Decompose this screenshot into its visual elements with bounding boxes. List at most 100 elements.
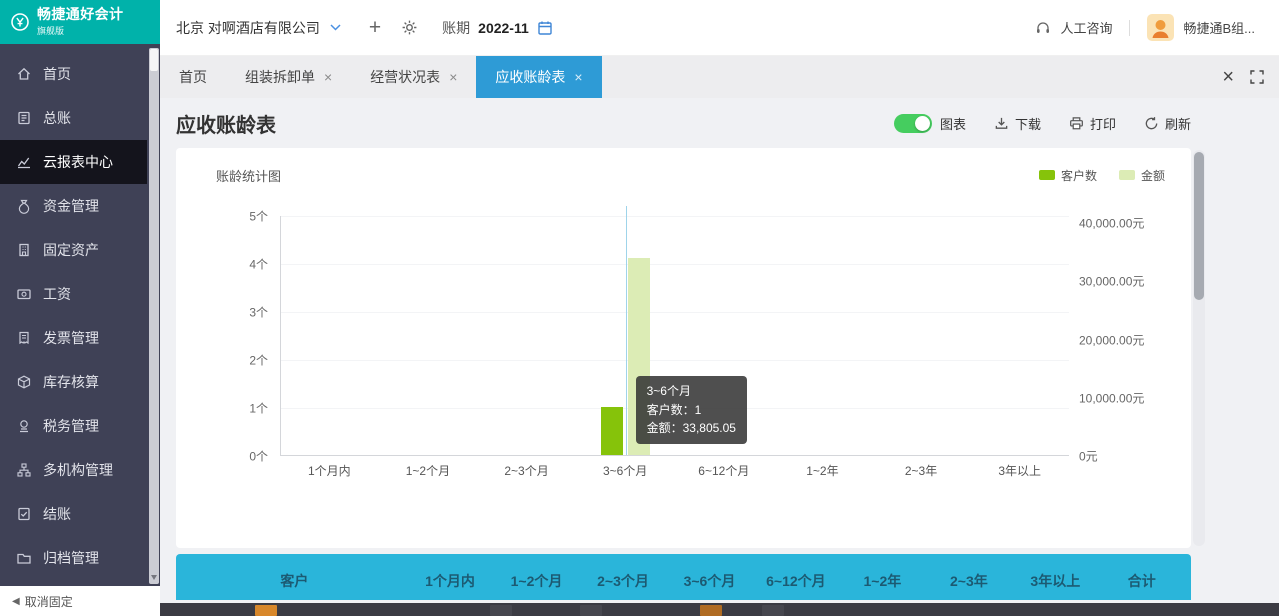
bar-group-5[interactable] [774, 216, 873, 455]
tab-actions: × [1207, 56, 1279, 98]
period-value[interactable]: 2022-11 [478, 19, 529, 36]
sidebar-item-multi-org[interactable]: 多机构管理 [0, 448, 147, 492]
bar-group-1[interactable] [380, 216, 479, 455]
refresh-icon [1144, 116, 1159, 131]
tab-assembly-order[interactable]: 组装拆卸单 × [226, 56, 351, 98]
page-title: 应收账龄表 [176, 114, 276, 137]
taskbar-app-icon[interactable] [762, 605, 784, 616]
consult-link[interactable]: 人工咨询 [1060, 21, 1113, 36]
refresh-button[interactable]: 刷新 [1144, 114, 1191, 133]
x-tick: 2~3年 [904, 464, 938, 478]
chart-legend: 客户数 金额 [1038, 167, 1165, 184]
tab-home[interactable]: 首页 [160, 56, 226, 98]
sidebar-item-label: 首页 [43, 66, 71, 82]
x-axis: 1个月内 1~2个月 2~3个月 3~6个月 6~12个月 1~2年 2~3年 3年以上 [280, 462, 1069, 479]
toggle-knob [914, 115, 930, 131]
brand-edition: 旗舰版 [37, 26, 65, 37]
print-button[interactable]: 打印 [1069, 114, 1116, 133]
sidebar-item-label: 库存核算 [43, 374, 99, 390]
taskbar-app-icon[interactable] [700, 605, 722, 616]
avatar[interactable] [1147, 14, 1175, 41]
bar-group-7[interactable] [971, 216, 1070, 455]
brand-logo: 畅捷通好会计 旗舰版 [0, 0, 160, 44]
y-tick-right: 30,000.00元 [1079, 274, 1145, 289]
y-tick-left: 2个 [249, 353, 268, 368]
column-header-8: 3年以上 [1030, 573, 1081, 589]
sidebar-item-general-ledger[interactable]: 总账 [0, 96, 147, 140]
column-header-9: 合计 [1127, 573, 1156, 589]
taskbar-app-icon[interactable] [580, 605, 602, 616]
tab-close-icon[interactable]: × [449, 69, 458, 85]
sidebar-item-label: 云报表中心 [43, 154, 113, 170]
sidebar-item-label: 资金管理 [43, 198, 99, 214]
bar-series-0[interactable] [601, 407, 624, 455]
org-icon [16, 462, 32, 478]
chart-card: 账龄统计图 客户数 金额 5个 4个 3个 2个 1个 0个 3~6个月 客户数：1 金额：33… [176, 148, 1191, 548]
tab-operation-report[interactable]: 经营状况表 × [351, 56, 476, 98]
headset-icon [1035, 20, 1051, 36]
sidebar-item-fixed-assets[interactable]: 固定资产 [0, 228, 147, 272]
taskbar-app-icon[interactable] [255, 605, 277, 616]
invoice-icon [16, 330, 32, 346]
legend-label: 金额 [1140, 168, 1165, 183]
column-header-3: 2~3个月 [597, 573, 649, 589]
plot-area: 3~6个月 客户数：1 金额：33,805.05 [280, 206, 1070, 456]
sidebar-item-label: 固定资产 [43, 242, 99, 258]
sidebar-item-inventory[interactable]: 库存核算 [0, 360, 147, 404]
legend-swatch [1038, 170, 1055, 180]
sidebar: 畅捷通好会计 旗舰版 首页总账云报表中心资金管理固定资产工资发票管理库存核算税务… [0, 0, 160, 616]
sidebar-item-salary[interactable]: 工资 [0, 272, 147, 316]
sidebar-scrollbar-thumb[interactable] [150, 49, 158, 71]
chart-view-toggle[interactable] [893, 113, 932, 133]
legend-item-1[interactable]: 金额 [1118, 167, 1165, 184]
bar-group-0[interactable] [281, 216, 380, 455]
tab-label: 组装拆卸单 [245, 69, 315, 85]
column-header-2: 1~2个月 [510, 573, 563, 589]
bar-group-6[interactable] [872, 216, 971, 455]
tab-receivable-aging[interactable]: 应收账龄表 × [476, 56, 602, 98]
sidebar-scrollbar[interactable] [149, 48, 159, 584]
content-scrollbar[interactable] [1193, 150, 1205, 546]
sidebar-item-label: 多机构管理 [43, 462, 113, 478]
legend-swatch [1118, 170, 1135, 180]
tab-close-icon[interactable]: × [324, 69, 333, 85]
sidebar-item-tax[interactable]: 税务管理 [0, 404, 147, 448]
archive-icon [16, 550, 32, 566]
scroll-down-arrow-icon[interactable] [151, 575, 157, 580]
settings-gear-icon[interactable] [401, 19, 418, 36]
sidebar-item-home[interactable]: 首页 [0, 52, 147, 96]
sidebar-item-cloud-reports[interactable]: 云报表中心 [0, 140, 147, 184]
add-button[interactable]: + [368, 16, 382, 39]
sidebar-item-label: 工资 [43, 286, 71, 302]
legend-item-0[interactable]: 客户数 [1038, 167, 1097, 184]
column-header-0: 客户 [280, 573, 309, 589]
taskbar-app-icon[interactable] [490, 605, 512, 616]
closing-icon [16, 506, 32, 522]
sidebar-item-invoice[interactable]: 发票管理 [0, 316, 147, 360]
home-icon [16, 66, 32, 82]
content-scrollbar-thumb[interactable] [1194, 152, 1204, 300]
user-name[interactable]: 畅捷通B组... [1183, 21, 1255, 36]
inventory-icon [16, 374, 32, 390]
close-all-tabs-icon[interactable]: × [1222, 66, 1234, 88]
unpin-label: 取消固定 [24, 594, 73, 609]
calendar-icon[interactable] [537, 20, 553, 36]
sidebar-item-label: 发票管理 [43, 330, 99, 346]
sidebar-item-funds[interactable]: 资金管理 [0, 184, 147, 228]
tab-close-icon[interactable]: × [574, 69, 583, 85]
brand-icon [10, 12, 30, 32]
sidebar-item-closing[interactable]: 结账 [0, 492, 147, 536]
tab-label: 经营状况表 [370, 69, 441, 85]
company-selector[interactable]: 北京 对啊酒店有限公司 [176, 18, 341, 38]
ledger-icon [16, 110, 32, 126]
topbar-right: 人工咨询 畅捷通B组... [1035, 14, 1255, 41]
unpin-button[interactable]: ◀ 取消固定 [0, 586, 160, 616]
divider [1129, 19, 1131, 36]
sidebar-item-archive[interactable]: 归档管理 [0, 536, 147, 580]
download-button[interactable]: 下载 [994, 114, 1041, 133]
x-tick: 2~3个月 [504, 464, 549, 478]
bar-group-2[interactable] [478, 216, 577, 455]
fullscreen-icon[interactable] [1250, 70, 1264, 84]
column-header-7: 2~3年 [949, 573, 988, 589]
